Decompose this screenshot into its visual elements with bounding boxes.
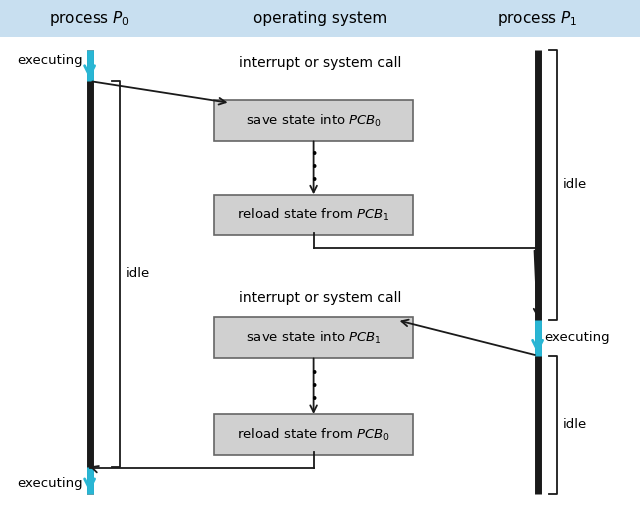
Text: •: • — [310, 393, 317, 406]
Text: •: • — [310, 149, 317, 161]
Text: save state into $PCB_0$: save state into $PCB_0$ — [246, 113, 381, 129]
Text: •: • — [310, 367, 317, 380]
Text: interrupt or system call: interrupt or system call — [239, 56, 401, 70]
Text: reload state from $PCB_1$: reload state from $PCB_1$ — [237, 207, 390, 223]
Text: idle: idle — [563, 418, 588, 431]
Text: process $P_1$: process $P_1$ — [497, 9, 578, 28]
Text: •: • — [310, 175, 317, 187]
Text: •: • — [310, 380, 317, 393]
Text: reload state from $PCB_0$: reload state from $PCB_0$ — [237, 427, 390, 442]
Text: process $P_0$: process $P_0$ — [49, 9, 130, 28]
Bar — [0, 0, 640, 37]
FancyBboxPatch shape — [214, 414, 413, 455]
Text: idle: idle — [126, 267, 150, 280]
FancyBboxPatch shape — [214, 317, 413, 358]
Text: save state into $PCB_1$: save state into $PCB_1$ — [246, 330, 381, 346]
Text: executing: executing — [17, 477, 83, 490]
Text: operating system: operating system — [253, 11, 387, 26]
FancyBboxPatch shape — [214, 195, 413, 235]
Text: •: • — [310, 162, 317, 174]
Text: interrupt or system call: interrupt or system call — [239, 291, 401, 305]
Text: executing: executing — [544, 332, 610, 344]
Text: executing: executing — [17, 54, 83, 66]
FancyBboxPatch shape — [214, 100, 413, 141]
Text: idle: idle — [563, 178, 588, 191]
